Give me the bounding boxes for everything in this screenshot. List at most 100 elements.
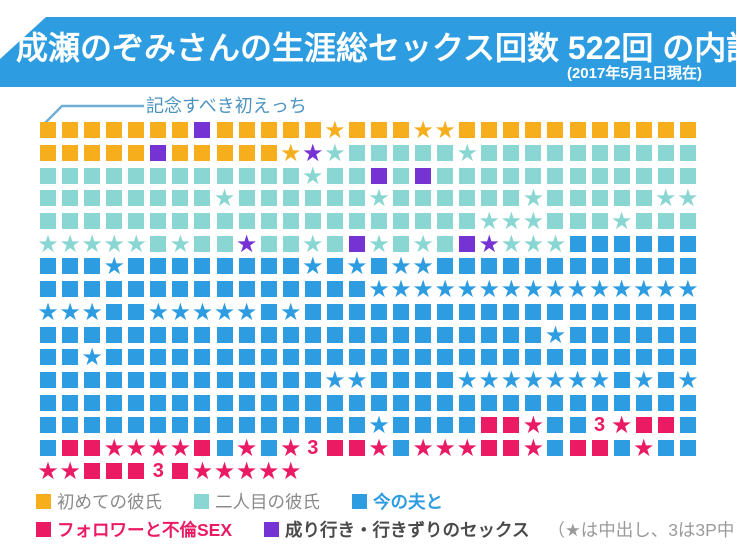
- square-icon: [128, 281, 145, 298]
- unit-square: [103, 164, 125, 187]
- unit-star: ★: [500, 277, 523, 301]
- unit-square: [302, 187, 324, 210]
- square-icon: [481, 349, 498, 366]
- unit-square: [147, 323, 169, 346]
- unit-star: ★: [478, 368, 501, 392]
- square-icon: [657, 349, 674, 366]
- unit-star: ★: [500, 232, 523, 256]
- unit-star: ★: [37, 459, 59, 483]
- square-icon: [415, 417, 432, 434]
- unit-square: [655, 119, 677, 142]
- unit-square: [390, 437, 412, 460]
- square-icon: [569, 439, 586, 456]
- unit-square: [125, 255, 147, 278]
- square-icon: [679, 235, 696, 252]
- unit-square: [346, 232, 368, 255]
- unit-square: [346, 414, 368, 437]
- unit-square: [214, 255, 236, 278]
- square-icon: [393, 190, 410, 207]
- square-icon: [62, 258, 79, 275]
- unit-square: [169, 210, 191, 233]
- unit-square: [478, 255, 500, 278]
- empty-cell: [544, 459, 566, 482]
- square-icon: [128, 303, 145, 320]
- legend-swatch-icon: [352, 494, 367, 509]
- square-icon: [591, 235, 608, 252]
- unit-square: [346, 437, 368, 460]
- star-icon: ★: [257, 456, 280, 485]
- square-icon: [591, 167, 608, 184]
- square-icon: [326, 190, 343, 207]
- unit-square: [434, 210, 456, 233]
- star-icon: ★: [566, 275, 589, 304]
- star-icon: ★: [588, 275, 611, 304]
- unit-square: [589, 142, 611, 165]
- square-icon: [326, 326, 343, 343]
- star-icon: ★: [522, 229, 545, 258]
- square-icon: [481, 190, 498, 207]
- unit-square: [147, 119, 169, 142]
- star-icon: ★: [235, 297, 258, 326]
- unit-star: ★: [103, 436, 125, 460]
- unit-square: [633, 301, 655, 324]
- square-icon: [393, 167, 410, 184]
- unit-star: ★: [456, 368, 478, 392]
- square-icon: [216, 213, 233, 230]
- unit-square: [59, 414, 81, 437]
- square-icon: [657, 371, 674, 388]
- square-icon: [503, 417, 520, 434]
- unit-square: [633, 164, 655, 187]
- unit-square: [456, 210, 478, 233]
- square-icon: [128, 462, 145, 479]
- square-icon: [437, 394, 454, 411]
- square-icon: [547, 167, 564, 184]
- unit-square: [103, 346, 125, 369]
- unit-square: [346, 323, 368, 346]
- legend-item-O: 初めての彼氏: [36, 489, 162, 514]
- unit-star: ★: [214, 300, 236, 324]
- square-icon: [260, 167, 277, 184]
- unit-star: ★: [611, 277, 633, 301]
- unit-square: [500, 187, 522, 210]
- square-icon: [282, 326, 299, 343]
- unit-square: [544, 210, 566, 233]
- square-icon: [657, 213, 674, 230]
- square-icon: [613, 122, 630, 139]
- unit-square: [677, 255, 699, 278]
- square-icon: [393, 394, 410, 411]
- star-icon: ★: [368, 229, 390, 258]
- square-icon: [348, 417, 365, 434]
- unit-square: [412, 164, 434, 187]
- unit-square: [280, 210, 302, 233]
- star-icon: ★: [37, 297, 59, 326]
- star-icon: ★: [279, 456, 302, 485]
- unit-square: [81, 391, 103, 414]
- empty-cell: [478, 459, 500, 482]
- square-icon: [282, 371, 299, 388]
- unit-star: ★: [37, 232, 59, 256]
- page-title: 成瀬のぞみさんの生涯総セックス回数 522回 の内訳: [16, 30, 736, 66]
- unit-square: [434, 164, 456, 187]
- square-icon: [657, 122, 674, 139]
- square-icon: [282, 122, 299, 139]
- square-icon: [260, 394, 277, 411]
- unit-square: [81, 187, 103, 210]
- square-icon: [657, 235, 674, 252]
- star-icon: ★: [81, 229, 103, 258]
- unit-square: [236, 164, 258, 187]
- unit-square: [214, 210, 236, 233]
- unit-square: [324, 437, 346, 460]
- unit-square: [169, 414, 191, 437]
- unit-star: ★: [677, 368, 699, 392]
- square-icon: [348, 190, 365, 207]
- square-icon: [525, 349, 542, 366]
- square-icon: [370, 145, 387, 162]
- square-icon: [216, 349, 233, 366]
- unit-square: [677, 346, 699, 369]
- square-icon: [393, 371, 410, 388]
- unit-square: [214, 369, 236, 392]
- unit-square: [147, 255, 169, 278]
- unit-square: [147, 142, 169, 165]
- unit-star: ★: [37, 297, 59, 326]
- unit-square: [103, 459, 125, 482]
